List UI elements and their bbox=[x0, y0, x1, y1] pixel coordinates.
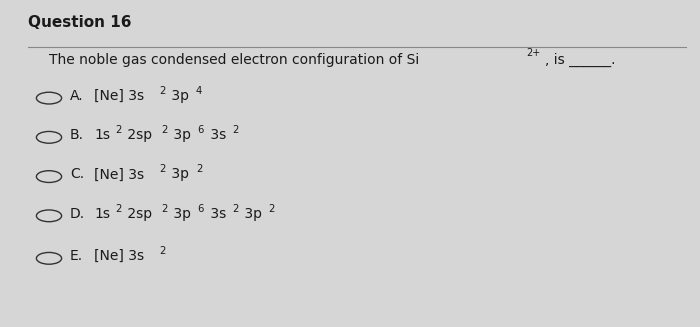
Text: 2: 2 bbox=[159, 86, 166, 96]
Text: 2: 2 bbox=[232, 203, 238, 214]
Text: 2: 2 bbox=[269, 203, 275, 214]
Text: 2: 2 bbox=[159, 246, 166, 256]
Text: 3s: 3s bbox=[206, 207, 226, 221]
Text: D.: D. bbox=[70, 207, 85, 221]
Text: 3p: 3p bbox=[169, 128, 191, 142]
Text: 3p: 3p bbox=[167, 89, 190, 103]
Text: E.: E. bbox=[70, 249, 83, 263]
Text: 3s: 3s bbox=[206, 128, 226, 142]
Text: 6: 6 bbox=[197, 125, 204, 135]
Text: 2sp: 2sp bbox=[123, 128, 153, 142]
Text: 2: 2 bbox=[232, 125, 238, 135]
Text: C.: C. bbox=[70, 167, 84, 181]
Text: 1s: 1s bbox=[94, 128, 111, 142]
Text: 1s: 1s bbox=[94, 207, 111, 221]
Text: 3p: 3p bbox=[169, 207, 191, 221]
Text: 2: 2 bbox=[161, 203, 167, 214]
Text: 2: 2 bbox=[161, 125, 167, 135]
Text: 4: 4 bbox=[196, 86, 202, 96]
Text: 2: 2 bbox=[115, 203, 122, 214]
Text: [Ne] 3s: [Ne] 3s bbox=[94, 249, 145, 263]
Text: , is ______.: , is ______. bbox=[545, 53, 615, 67]
Text: Question 16: Question 16 bbox=[28, 15, 132, 30]
Text: 2+: 2+ bbox=[526, 48, 541, 58]
Text: [Ne] 3s: [Ne] 3s bbox=[94, 167, 145, 181]
Text: 2: 2 bbox=[196, 164, 202, 174]
Text: 6: 6 bbox=[197, 203, 204, 214]
Text: 3p: 3p bbox=[167, 167, 190, 181]
Text: 2: 2 bbox=[115, 125, 122, 135]
Text: 3p: 3p bbox=[240, 207, 262, 221]
Text: B.: B. bbox=[70, 128, 84, 142]
Text: A.: A. bbox=[70, 89, 83, 103]
Text: 2sp: 2sp bbox=[123, 207, 153, 221]
Text: 2: 2 bbox=[159, 164, 166, 174]
Text: [Ne] 3s: [Ne] 3s bbox=[94, 89, 145, 103]
Text: The noble gas condensed electron configuration of Si: The noble gas condensed electron configu… bbox=[49, 53, 419, 67]
